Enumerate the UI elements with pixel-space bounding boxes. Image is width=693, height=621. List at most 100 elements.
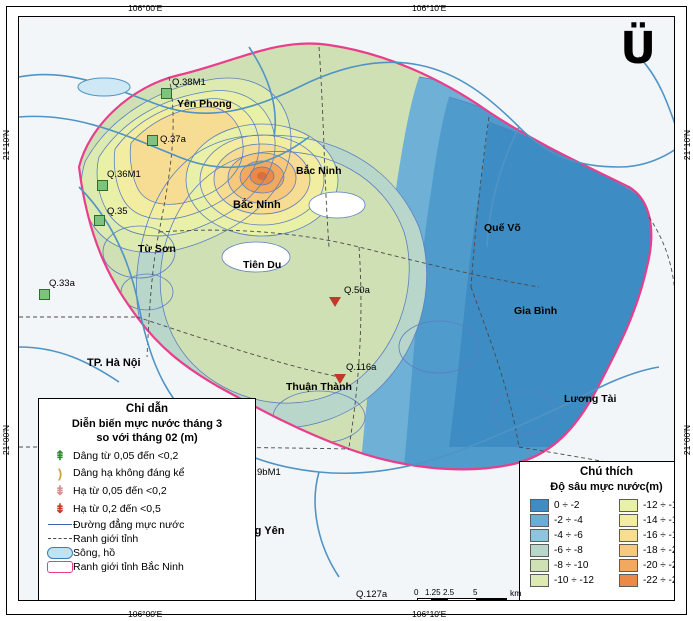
well-label-q127a: Q.127a — [356, 589, 388, 600]
depth-label: -8 ÷ -10 — [554, 559, 589, 571]
scale-tick-2: 2.5 — [443, 588, 455, 597]
north-arrow-icon: Ü — [620, 23, 656, 74]
legend-depth: Chú thích Độ sâu mực nước(m) 0 ÷ -2 -2 ÷… — [519, 461, 674, 600]
up-arrow-green-icon: ⇞ — [54, 447, 66, 463]
well-symbol-q37a[interactable] — [147, 135, 158, 146]
depth-row: 0 ÷ -2 — [530, 498, 594, 512]
depth-label: -20 ÷ -22 — [643, 559, 674, 571]
grid-label-right-upper: 21°10'N — [682, 130, 692, 161]
depth-swatch — [530, 573, 549, 587]
depth-label: -12 ÷ -14 — [643, 499, 674, 511]
scale-unit: km — [510, 588, 522, 598]
place-label-tu-son: Từ Sơn — [138, 243, 176, 255]
place-label-que-vo: Quế Võ — [484, 222, 521, 234]
depth-swatch — [619, 573, 639, 587]
well-layer: Q.38M1 Q.37a Q.36M1 Q.35 Q.33a Q.50a Q.1… — [19, 17, 674, 600]
depth-row: -18 ÷ -20 — [619, 543, 674, 557]
depth-row: -16 ÷ -18 — [619, 528, 674, 542]
well-label-q38m1: Q.38M1 — [172, 77, 206, 88]
depth-row: -6 ÷ -8 — [530, 543, 594, 557]
grid-label-right-lower: 21°00'N — [682, 425, 692, 456]
grid-label-top-left: 106°00'E — [128, 3, 163, 13]
well-symbol-q38m1[interactable] — [161, 88, 172, 99]
well-symbol-q35[interactable] — [94, 215, 105, 226]
legend-item-river-label: Sông, hồ — [73, 546, 116, 559]
well-label-q50a: Q.50a — [344, 285, 370, 296]
legend-item-contour-label: Đường đẳng mực nước — [73, 518, 185, 531]
place-label-layer: Yên Phong Bắc Ninh Bắc Ninh Quế Võ Từ Sơ… — [19, 17, 674, 600]
depth-swatch — [619, 513, 639, 527]
scale-bar: 0 1.25 2.5 5 km — [411, 588, 531, 600]
legend-item-fall-small: ⇟ Hạ từ 0,05 đến <0,2 — [47, 483, 255, 499]
depth-swatch — [530, 528, 549, 542]
depth-label: -22 ÷ -24 — [643, 574, 674, 586]
legend-item-rise-label: Dâng từ 0,05 đến <0,2 — [73, 449, 179, 462]
legend-main-subtitle-line1: Diễn biến mực nước tháng 3 — [71, 418, 223, 430]
map-canvas[interactable]: Yên Phong Bắc Ninh Bắc Ninh Quế Võ Từ Sơ… — [18, 16, 675, 601]
well-label-q9bm1: Q.9bM1 — [247, 467, 281, 478]
depth-row: -20 ÷ -22 — [619, 558, 674, 572]
scale-tick-0: 0 — [414, 588, 419, 597]
legend-main-title: Chỉ dẫn — [125, 403, 169, 415]
small-tick-yellow-icon: ) — [57, 465, 63, 481]
depth-label: 0 ÷ -2 — [554, 499, 580, 511]
place-label-luong-tai: Lương Tài — [564, 393, 617, 405]
legend-depth-left-column: 0 ÷ -2 -2 ÷ -4 -4 ÷ -6 -6 ÷ -8 -8 ÷ -10 … — [530, 498, 594, 587]
place-label-ha-noi: TP. Hà Nội — [87, 357, 141, 369]
depth-row: -2 ÷ -4 — [530, 513, 594, 527]
depth-label: -4 ÷ -6 — [554, 529, 583, 541]
place-label-bac-ninh-city: Bắc Ninh — [296, 165, 342, 177]
depth-row: -8 ÷ -10 — [530, 558, 594, 572]
depth-row: -22 ÷ -24 — [619, 573, 674, 587]
well-symbol-q36m1[interactable] — [97, 180, 108, 191]
depth-swatch — [530, 558, 549, 572]
legend-item-district-boundary: Ranh giới tỉnh — [47, 533, 255, 545]
legend-main-subtitle-line2: so với tháng 02 (m) — [96, 431, 198, 444]
place-label-bac-ninh-province: Bắc Ninh — [233, 199, 281, 211]
scale-tick-3: 5 — [473, 588, 478, 597]
well-label-q33a: Q.33a — [49, 278, 75, 289]
well-symbol-q33a[interactable] — [39, 289, 50, 300]
legend-item-negligible: ) Dâng hạ không đáng kể — [47, 466, 255, 481]
depth-label: -14 ÷ -16 — [643, 514, 674, 526]
province-boundary — [77, 42, 653, 471]
depth-label: -10 ÷ -12 — [554, 574, 594, 586]
legend-item-rise: ⇞ Dâng từ 0,05 đến <0,2 — [47, 448, 255, 464]
place-label-gia-binh: Gia Bình — [514, 305, 558, 317]
grid-label-left-upper: 21°10'N — [1, 130, 11, 161]
depth-label: -2 ÷ -4 — [554, 514, 583, 526]
river-icon — [47, 546, 73, 559]
place-label-yen-phong: Yên Phong — [177, 98, 232, 110]
well-symbol-q50a[interactable] — [329, 297, 341, 307]
legend-item-negligible-label: Dâng hạ không đáng kể — [73, 467, 185, 479]
grid-label-bottom-right: 106°10'E — [412, 609, 447, 619]
place-label-tien-du: Tiên Du — [243, 259, 282, 271]
legend-item-contour: Đường đẳng mực nước — [47, 519, 255, 531]
depth-row: -14 ÷ -16 — [619, 513, 674, 527]
depth-swatch — [619, 543, 639, 557]
well-label-q116a: Q.116a — [346, 362, 377, 373]
well-symbol-q116a[interactable] — [334, 374, 346, 384]
legend-item-province-boundary-label: Ranh giới tỉnh Bắc Ninh — [73, 560, 184, 573]
legend-item-district-boundary-label: Ranh giới tỉnh — [73, 532, 139, 545]
down-arrow-red-icon: ⇟ — [54, 500, 66, 516]
depth-swatch — [530, 498, 549, 512]
depth-swatch — [530, 543, 549, 557]
legend-main: Chỉ dẫn Diễn biến mực nước tháng 3 so vớ… — [38, 398, 256, 600]
dashed-boundary-icon — [47, 538, 73, 539]
legend-item-fall-large: ⇟ Hạ từ 0,2 đến <0,5 — [47, 501, 255, 517]
depth-row: -4 ÷ -6 — [530, 528, 594, 542]
grid-label-bottom-left: 106°00'E — [128, 609, 163, 619]
well-label-q35: Q.35 — [107, 206, 128, 217]
legend-item-province-boundary: Ranh giới tỉnh Bắc Ninh — [47, 560, 255, 573]
depth-label: -18 ÷ -20 — [643, 544, 674, 556]
well-label-q37a: Q.37a — [160, 134, 186, 145]
depth-label: -6 ÷ -8 — [554, 544, 583, 556]
legend-item-fall-large-label: Hạ từ 0,2 đến <0,5 — [73, 502, 161, 515]
legend-item-river: Sông, hồ — [47, 546, 255, 559]
grid-label-left-lower: 21°00'N — [1, 425, 11, 456]
depth-swatch — [619, 498, 639, 512]
depth-swatch — [530, 513, 549, 527]
legend-item-fall-small-label: Hạ từ 0,05 đến <0,2 — [73, 484, 167, 497]
